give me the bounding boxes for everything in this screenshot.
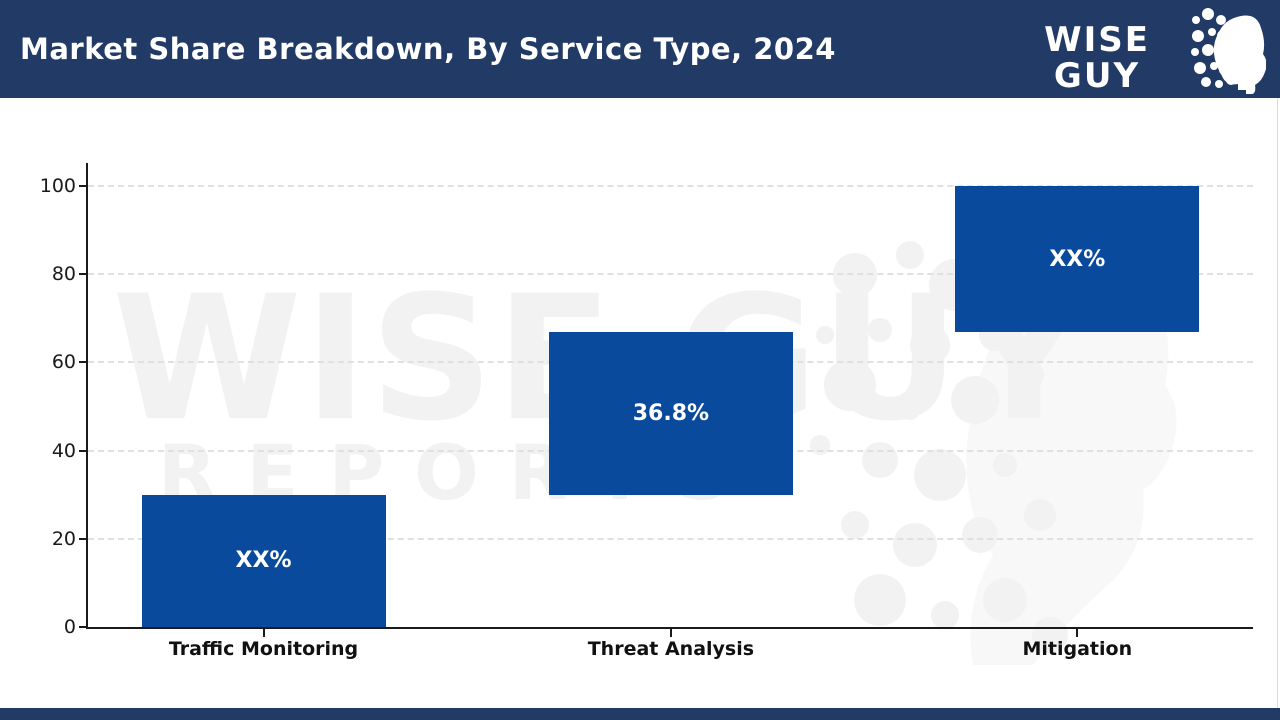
y-tick-mark (79, 626, 88, 628)
y-tick-label: 20 (51, 527, 76, 550)
y-tick-label: 40 (51, 439, 76, 462)
y-tick-mark (79, 185, 88, 187)
wiseguy-logo-subname: REPORTS (1042, 96, 1161, 110)
gridline-y80 (88, 273, 1253, 276)
x-category-label: Traffic Monitoring (168, 638, 359, 660)
y-tick-mark (79, 449, 88, 452)
wiseguy-logo-text: WISE GUY REPORTS (1006, 22, 1188, 110)
bar-threat-analysis: 36.8% (548, 332, 793, 495)
y-tick-mark (79, 361, 88, 364)
x-tick-mark (1076, 629, 1079, 637)
bar-value-label: XX% (235, 548, 292, 574)
y-tick-mark (79, 273, 88, 276)
bar-value-label: 36.8% (632, 401, 710, 427)
x-category-label: Mitigation (1022, 638, 1133, 660)
gridline-y20 (88, 537, 1253, 540)
wiseguy-logo-name: WISE GUY (1044, 20, 1150, 96)
wiseguy-face-icon (1191, 8, 1266, 94)
gridline-y100 (88, 185, 1253, 187)
bar-mitigation: XX% (955, 186, 1200, 333)
bar-value-label: XX% (1049, 246, 1106, 272)
right-edge-border (1277, 98, 1278, 720)
bar-traffic-monitoring: XX% (141, 494, 386, 627)
x-tick-mark (262, 629, 265, 637)
y-axis (86, 163, 88, 629)
x-category-label: Threat Analysis (587, 638, 755, 660)
y-tick-label: 80 (51, 263, 76, 286)
page-title: Market Share Breakdown, By Service Type,… (20, 32, 836, 66)
y-tick-label: 0 (63, 616, 76, 638)
x-axis (86, 627, 1253, 629)
footer-bar (0, 708, 1280, 720)
y-tick-label: 60 (51, 351, 76, 374)
header-bar: Market Share Breakdown, By Service Type,… (0, 0, 1280, 110)
wiseguy-logo: WISE GUY REPORTS (1006, 6, 1266, 110)
y-tick-mark (79, 537, 88, 540)
x-tick-mark (669, 629, 672, 637)
y-tick-label: 100 (39, 175, 76, 197)
